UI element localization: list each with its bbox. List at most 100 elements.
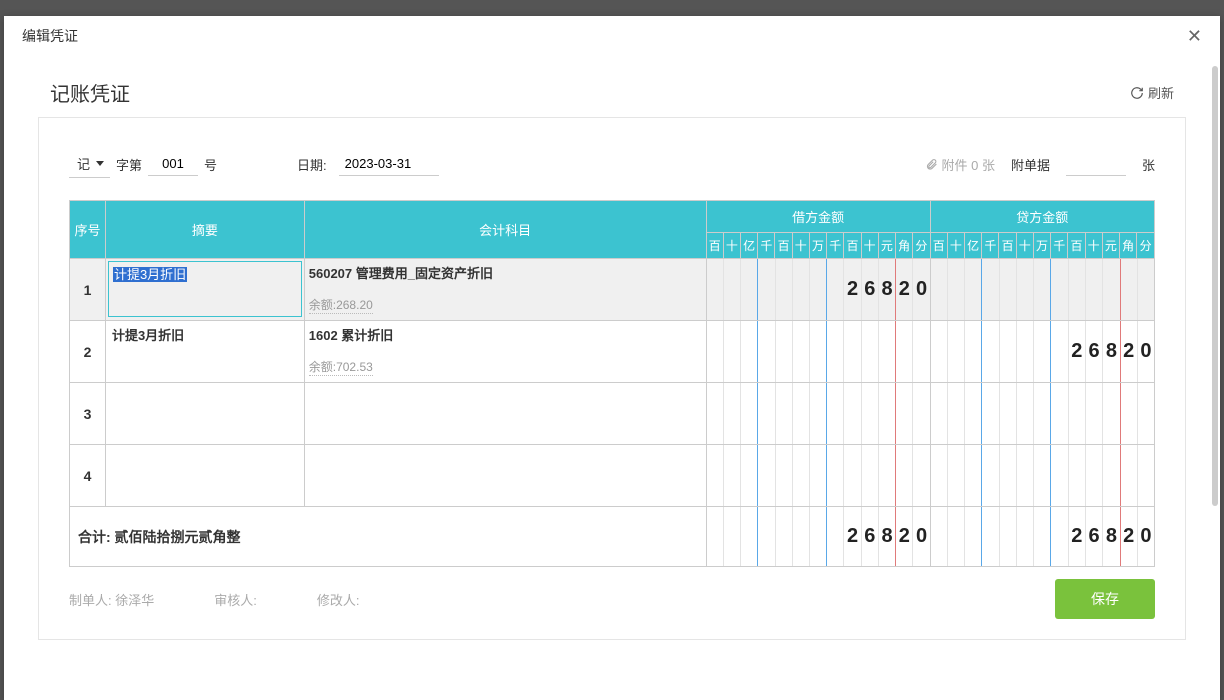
digit-cell: 2 [1121,507,1138,566]
credit-amount[interactable]: 26820 [930,321,1154,383]
digit-cell: 0 [913,259,929,320]
digit-header: 十 [1085,233,1102,259]
digit-cell [776,259,793,320]
account-cell[interactable]: 560207 管理费用_固定资产折旧余额:268.20 [304,259,706,321]
digit-header: 亿 [741,233,758,259]
table-row[interactable]: 2计提3月折旧1602 累计折旧余额:702.5326820 [70,321,1155,383]
table-row[interactable]: 3 [70,383,1155,445]
digit-header: 角 [896,233,913,259]
digit-cell [758,507,775,566]
close-icon[interactable]: ✕ [1187,27,1202,45]
digit-cell [776,445,793,506]
digit-cell [982,259,999,320]
digit-cell [982,445,999,506]
digit-header: 元 [878,233,895,259]
digit-cell [1000,445,1017,506]
digit-cell [827,321,844,382]
attachment-link[interactable]: 附件 0 张 [925,155,995,174]
account-cell[interactable] [304,383,706,445]
refresh-label: 刷新 [1148,83,1174,102]
digit-cell [879,445,896,506]
voucher-date-input[interactable] [339,152,439,176]
digit-cell [724,445,741,506]
digit-cell [776,383,793,444]
credit-amount[interactable] [930,259,1154,321]
table-row[interactable]: 4 [70,445,1155,507]
digit-cell [1000,383,1017,444]
voucher-footer: 制单人: 徐泽华 审核人: 修改人: 保存 [69,579,1155,619]
digit-cell: 8 [879,259,896,320]
digit-cell [948,383,965,444]
abstract-text: 计提3月折旧 [106,321,304,348]
digit-header: 百 [1068,233,1085,259]
danju-suffix: 张 [1142,155,1155,174]
digit-header: 千 [982,233,999,259]
total-debit: 26820 [706,507,930,567]
account-cell[interactable]: 1602 累计折旧余额:702.53 [304,321,706,383]
digit-cell [1121,383,1138,444]
modal-header: 编辑凭证 ✕ [4,16,1220,56]
refresh-button[interactable]: 刷新 [1130,83,1174,102]
digit-cell [1103,445,1120,506]
abstract-cell[interactable]: 计提3月折旧 [105,321,304,383]
digit-cell [844,445,861,506]
digit-cell: 2 [896,507,913,566]
digit-cell [1034,383,1051,444]
voucher-table: 序号 摘要 会计科目 借方金额 贷方金额 百十亿千百十万千百十元角分百十亿千百十… [69,200,1155,567]
debit-amount[interactable]: 26820 [706,259,930,321]
digit-header: 十 [723,233,740,259]
digit-cell [1103,259,1120,320]
digit-header: 千 [758,233,775,259]
abstract-cell[interactable] [105,445,304,507]
credit-amount[interactable] [930,383,1154,445]
digit-cell [896,445,913,506]
digit-cell [776,507,793,566]
account-cell[interactable] [304,445,706,507]
digit-cell [827,259,844,320]
preparer: 制单人: 徐泽华 [69,590,154,609]
digit-cell [1017,507,1034,566]
digit-cell [879,321,896,382]
digit-cell: 6 [862,259,879,320]
digit-cell [982,507,999,566]
auditor: 审核人: [214,590,257,609]
abstract-text [106,445,304,453]
table-row[interactable]: 1计提3月折旧560207 管理费用_固定资产折旧余额:268.2026820 [70,259,1155,321]
scrollbar-thumb[interactable] [1212,66,1218,506]
debit-amount[interactable] [706,383,930,445]
digit-cell [810,383,827,444]
digit-cell [1051,321,1068,382]
digit-cell [793,383,810,444]
voucher-word-select[interactable]: 记 [69,150,110,178]
save-button[interactable]: 保存 [1055,579,1155,619]
digit-cell [741,259,758,320]
digit-cell [1017,321,1034,382]
danju-input[interactable] [1066,152,1126,176]
digit-cell [1034,259,1051,320]
abstract-cell[interactable]: 计提3月折旧 [105,259,304,321]
digit-cell [948,445,965,506]
voucher-number-input[interactable] [148,152,198,176]
digit-cell: 0 [1138,507,1154,566]
debit-amount[interactable] [706,321,930,383]
digit-header: 百 [999,233,1016,259]
digit-cell [896,321,913,382]
debit-amount[interactable] [706,445,930,507]
credit-amount[interactable] [930,445,1154,507]
digit-cell [724,383,741,444]
digit-cell [931,383,948,444]
digit-cell [965,259,982,320]
digit-cell [844,321,861,382]
total-credit: 26820 [930,507,1154,567]
digit-cell [896,383,913,444]
abstract-cell[interactable] [105,383,304,445]
page-title: 记账凭证 [50,78,130,107]
paperclip-icon [925,158,938,171]
digit-cell [793,259,810,320]
abstract-input[interactable]: 计提3月折旧 [108,261,302,317]
voucher-header: 记 字第 号 日期: 附件 0 张 [69,150,1155,178]
digit-cell [741,321,758,382]
digit-cell [1017,259,1034,320]
digit-cell: 0 [1138,321,1154,382]
digit-cell [862,445,879,506]
